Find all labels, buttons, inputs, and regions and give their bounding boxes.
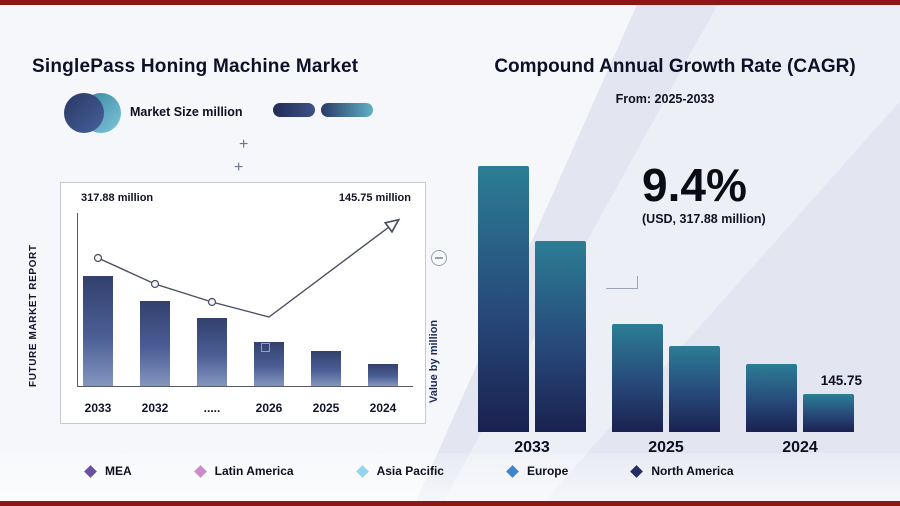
future-market-report-label: FUTURE MARKET REPORT [28, 244, 39, 388]
cagr-percentage: 9.4% [642, 159, 747, 211]
trend-arrow-icon [93, 218, 401, 318]
value-axis-label: Value by million [428, 319, 440, 403]
market-x-label: 2032 [141, 401, 169, 415]
market-x-label: 2033 [84, 401, 112, 415]
market-bar [197, 318, 227, 386]
corner-line-icon [606, 276, 638, 289]
market-x-label: 2024 [369, 401, 397, 415]
cagr-bar-group: 2033 [478, 166, 586, 456]
y-axis-line [77, 213, 78, 387]
market-x-label: 2026 [255, 401, 283, 415]
circle-minus-icon [431, 250, 447, 266]
legend-item: Europe [506, 464, 569, 478]
market-x-label: ..... [203, 401, 221, 415]
market-x-labels: 2033 2032..... 2026 2025 2024 [83, 401, 398, 415]
legend-label: Latin America [214, 464, 294, 478]
market-x-label: 2025 [312, 401, 340, 415]
cagr-bar-group: 2025 [612, 324, 720, 456]
legend-diamond-icon [84, 464, 97, 478]
cagr-bars: 2033 2025 2024 145.75 [478, 160, 864, 456]
market-size-chart: 317.88 million 145.75 million 2033 2032..… [60, 182, 426, 424]
cagr-value-annotation: 145.75 [820, 373, 862, 388]
cagr-x-label: 2033 [514, 439, 550, 456]
top-red-border [0, 0, 900, 5]
legend-label: MEA [105, 464, 132, 478]
market-end-value-label: 145.75 million [338, 192, 411, 204]
legend-label: North America [651, 464, 734, 478]
cagr-bar [478, 166, 529, 432]
cagr-bar-group: 2024 145.75 [746, 364, 862, 456]
disc-icon [64, 92, 122, 134]
legend-item: North America [630, 464, 734, 478]
market-bar [140, 301, 170, 386]
cagr-detail-label: (USD, 317.88 million) [642, 212, 766, 226]
market-bar [83, 276, 113, 386]
cagr-bar [535, 241, 586, 432]
cagr-bar [612, 324, 663, 432]
bottom-red-border [0, 501, 900, 506]
legend-diamond-icon [355, 464, 369, 478]
market-bar [311, 351, 341, 386]
market-title: SinglePass Honing Machine Market [32, 56, 359, 77]
legend-label: Europe [526, 464, 569, 478]
legend-pill-navy-icon [273, 103, 315, 117]
cagr-title: Compound Annual Growth Rate (CAGR) [494, 56, 856, 77]
market-bar [368, 364, 398, 386]
legend-item: Latin America [193, 464, 294, 478]
plus-icon: + [234, 159, 244, 176]
market-start-value-label: 317.88 million [81, 192, 154, 204]
disc-navy-circle-icon [64, 93, 104, 133]
legend-diamond-icon [630, 464, 644, 478]
region-legend: MEA Latin America Asia Pacific Europe North … [84, 464, 734, 478]
cagr-subtitle: From: 2025-2033 [615, 92, 715, 106]
legend-pill-teal-icon [321, 103, 373, 117]
plus-icon: + [239, 136, 249, 153]
legend-diamond-icon [506, 464, 519, 478]
square-icon [261, 343, 270, 352]
background-bottom-strip [0, 453, 900, 501]
cagr-x-label: 2024 [782, 439, 818, 456]
x-axis-line [77, 386, 413, 387]
market-size-legend-label: Market Size million [130, 105, 243, 119]
cagr-bar [669, 346, 720, 432]
legend-label: Asia Pacific [376, 464, 444, 478]
cagr-bar [746, 364, 797, 432]
legend-item: Asia Pacific [355, 464, 444, 478]
cagr-bar [803, 394, 854, 432]
legend-item: MEA [84, 464, 132, 478]
legend-diamond-icon [193, 464, 207, 478]
cagr-x-label: 2025 [648, 439, 684, 456]
